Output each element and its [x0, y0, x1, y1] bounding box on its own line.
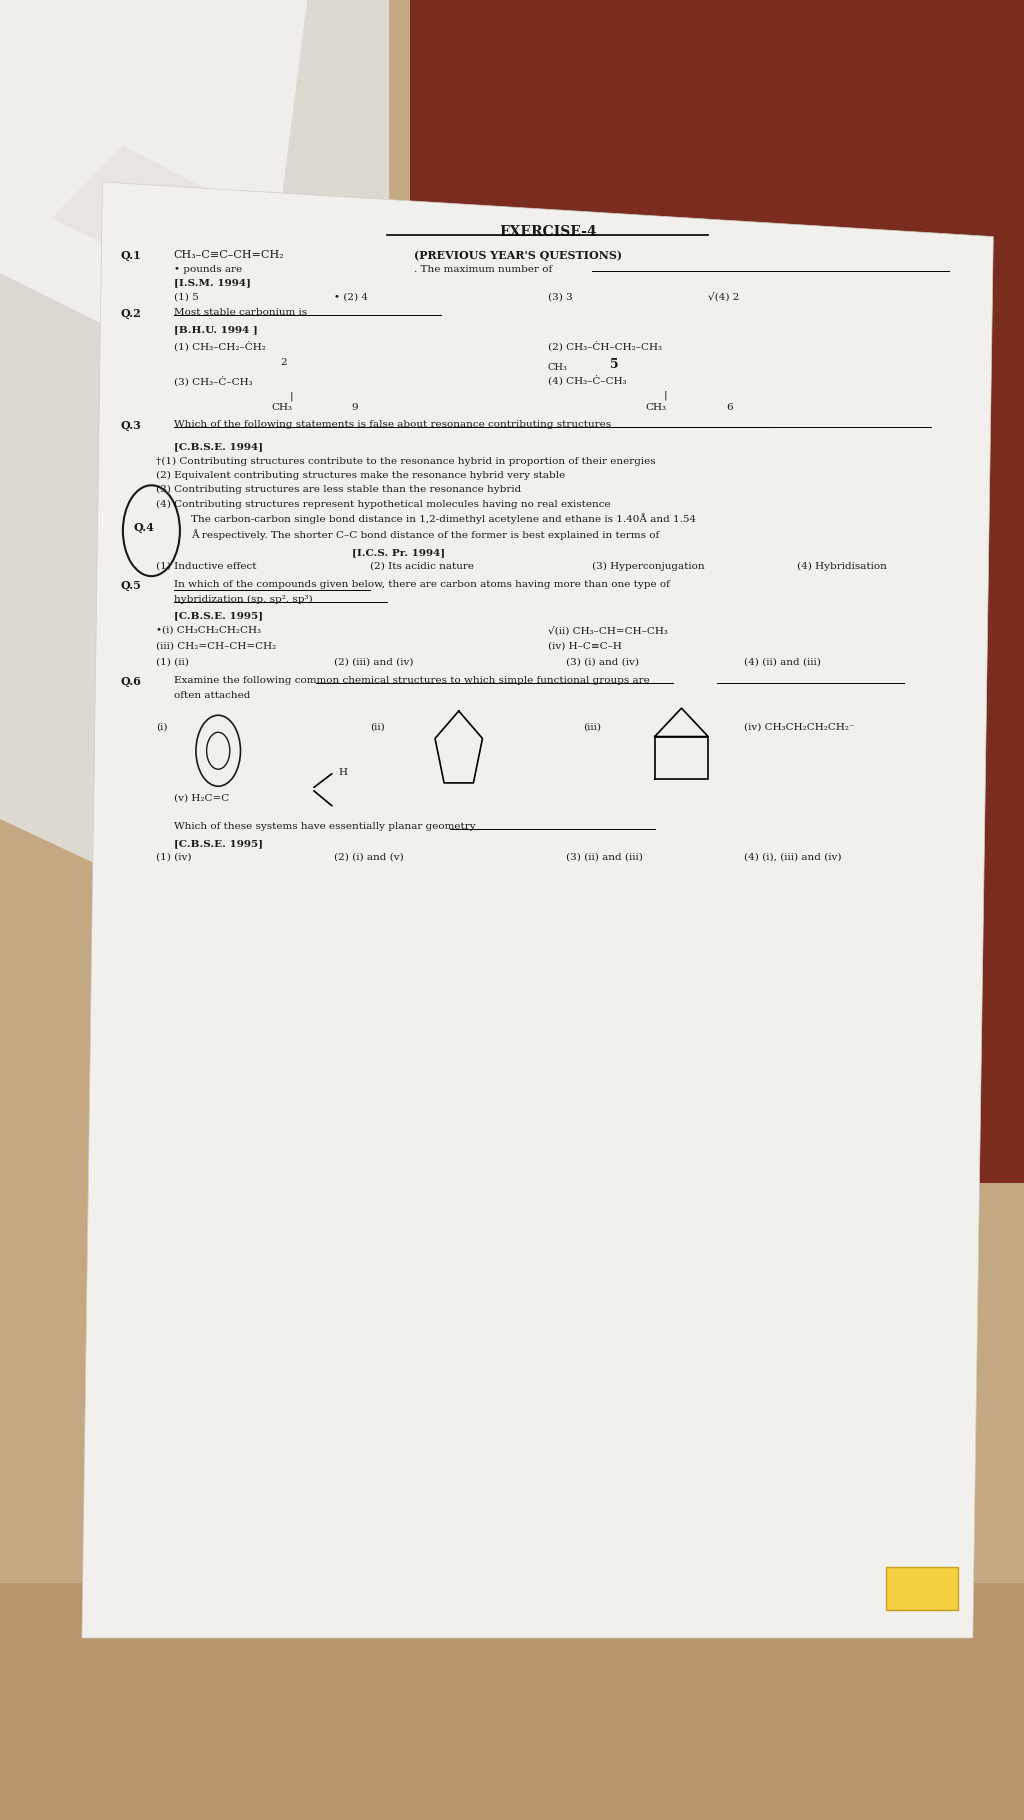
Text: (4) Contributing structures represent hypothetical molecules having no real exis: (4) Contributing structures represent hy… [156, 499, 610, 508]
Text: (PREVIOUS YEAR'S QUESTIONS): (PREVIOUS YEAR'S QUESTIONS) [414, 249, 623, 260]
FancyBboxPatch shape [0, 1583, 1024, 1820]
Text: [C.B.S.E. 1995]: [C.B.S.E. 1995] [174, 612, 263, 621]
Text: (2) (iii) and (iv): (2) (iii) and (iv) [334, 657, 414, 666]
Text: (2) CH₃–ĊH–CH₂–CH₃: (2) CH₃–ĊH–CH₂–CH₃ [548, 342, 662, 353]
Text: (2) Its acidic nature: (2) Its acidic nature [370, 562, 474, 571]
Text: • (2) 4: • (2) 4 [334, 293, 368, 302]
Text: (iv) CH₃CH₂CH₂CH₂⁻: (iv) CH₃CH₂CH₂CH₂⁻ [743, 723, 854, 732]
Text: (1) Inductive effect: (1) Inductive effect [156, 562, 256, 571]
Text: (1) (ii): (1) (ii) [156, 657, 188, 666]
FancyBboxPatch shape [887, 1567, 957, 1609]
Text: (3) (ii) and (iii): (3) (ii) and (iii) [565, 854, 642, 863]
Text: In which of the compounds given below, there are carbon atoms having more than o: In which of the compounds given below, t… [174, 581, 670, 590]
Text: (1) CH₃–CH₂–ĊH₂: (1) CH₃–CH₂–ĊH₂ [174, 342, 265, 353]
Text: (2) Equivalent contributing structures make the resonance hybrid very stable: (2) Equivalent contributing structures m… [156, 471, 565, 480]
Text: • pounds are: • pounds are [174, 266, 242, 275]
Text: [I.S.M. 1994]: [I.S.M. 1994] [174, 278, 251, 288]
Text: (4) Hybridisation: (4) Hybridisation [798, 562, 887, 571]
Text: CH₃–C≡C–CH=CH₂: CH₃–C≡C–CH=CH₂ [174, 249, 285, 260]
FancyBboxPatch shape [410, 0, 1024, 1183]
Polygon shape [0, 0, 307, 400]
Text: (ii): (ii) [370, 723, 384, 732]
Text: hybridization (sp, sp², sp³): hybridization (sp, sp², sp³) [174, 595, 312, 604]
Text: (v) H₂C=C: (v) H₂C=C [174, 794, 229, 803]
Text: (iv) H–C≡C–H: (iv) H–C≡C–H [548, 641, 622, 650]
Text: Which of these systems have essentially planar geometry: Which of these systems have essentially … [174, 823, 475, 830]
Text: (3) 3: (3) 3 [548, 293, 572, 302]
Text: [C.B.S.E. 1995]: [C.B.S.E. 1995] [174, 839, 263, 848]
Text: (4) CH₃–Ċ–CH₃: (4) CH₃–Ċ–CH₃ [548, 377, 627, 386]
Text: . The maximum number of: . The maximum number of [414, 266, 553, 275]
Text: CH₃: CH₃ [548, 364, 567, 373]
Text: (1) 5: (1) 5 [174, 293, 199, 302]
Text: |: | [290, 391, 293, 400]
Text: H: H [339, 768, 347, 777]
Text: (iii) CH₂=CH–CH=CH₂: (iii) CH₂=CH–CH=CH₂ [156, 641, 276, 650]
Text: •(i) CH₃CH₂CH₂CH₃: •(i) CH₃CH₂CH₂CH₃ [156, 626, 261, 635]
Text: (3) (i) and (iv): (3) (i) and (iv) [565, 657, 639, 666]
Text: 6: 6 [726, 402, 732, 411]
Text: [B.H.U. 1994 ]: [B.H.U. 1994 ] [174, 326, 257, 333]
Text: EXERCISE-4: EXERCISE-4 [499, 226, 597, 240]
Text: often attached: often attached [174, 692, 250, 701]
Text: (4) (i), (iii) and (iv): (4) (i), (iii) and (iv) [743, 854, 842, 863]
Text: √(ii) CH₃–CH=CH–CH₃: √(ii) CH₃–CH=CH–CH₃ [548, 626, 668, 635]
Text: |: | [664, 389, 668, 400]
Text: (3) Contributing structures are less stable than the resonance hybrid: (3) Contributing structures are less sta… [156, 486, 521, 495]
Text: √(4) 2: √(4) 2 [709, 293, 739, 302]
Text: CH₃: CH₃ [646, 402, 667, 411]
Text: Q.3: Q.3 [120, 420, 141, 431]
Text: [C.B.S.E. 1994]: [C.B.S.E. 1994] [174, 442, 263, 451]
Text: (3) Hyperconjugation: (3) Hyperconjugation [592, 562, 705, 571]
Text: Most stable carbonium is: Most stable carbonium is [174, 308, 307, 317]
Text: Q.4: Q.4 [133, 522, 155, 533]
Text: [I.C.S. Pr. 1994]: [I.C.S. Pr. 1994] [352, 548, 445, 557]
Text: (3) CH₃–Ċ–CH₃: (3) CH₃–Ċ–CH₃ [174, 377, 252, 388]
Text: CH₃: CH₃ [271, 402, 293, 411]
Text: (2) (i) and (v): (2) (i) and (v) [334, 854, 403, 863]
Polygon shape [0, 0, 389, 1001]
Text: (1) (iv): (1) (iv) [156, 854, 191, 863]
Polygon shape [51, 146, 369, 364]
Text: (i): (i) [156, 723, 167, 732]
Text: Examine the following common chemical structures to which simple functional grou: Examine the following common chemical st… [174, 675, 649, 684]
Polygon shape [82, 182, 993, 1638]
Text: Which of the following statements is false about resonance contributing structur: Which of the following statements is fal… [174, 420, 610, 430]
Text: 5: 5 [610, 357, 618, 371]
Text: Q.6: Q.6 [120, 675, 141, 686]
Text: (iii): (iii) [584, 723, 601, 732]
Text: 9: 9 [352, 402, 358, 411]
Text: Q.1: Q.1 [120, 249, 141, 260]
Text: Å respectively. The shorter C–C bond distance of the former is best explained in: Å respectively. The shorter C–C bond dis… [191, 530, 659, 541]
Text: Q.5: Q.5 [120, 581, 141, 592]
Text: (4) (ii) and (iii): (4) (ii) and (iii) [743, 657, 820, 666]
Text: 2: 2 [281, 357, 287, 366]
Text: Q.2: Q.2 [120, 308, 141, 318]
Text: †(1) Contributing structures contribute to the resonance hybrid in proportion of: †(1) Contributing structures contribute … [156, 457, 655, 466]
Text: The carbon-carbon single bond distance in 1,2-dimethyl acetylene and ethane is 1: The carbon-carbon single bond distance i… [191, 513, 696, 524]
